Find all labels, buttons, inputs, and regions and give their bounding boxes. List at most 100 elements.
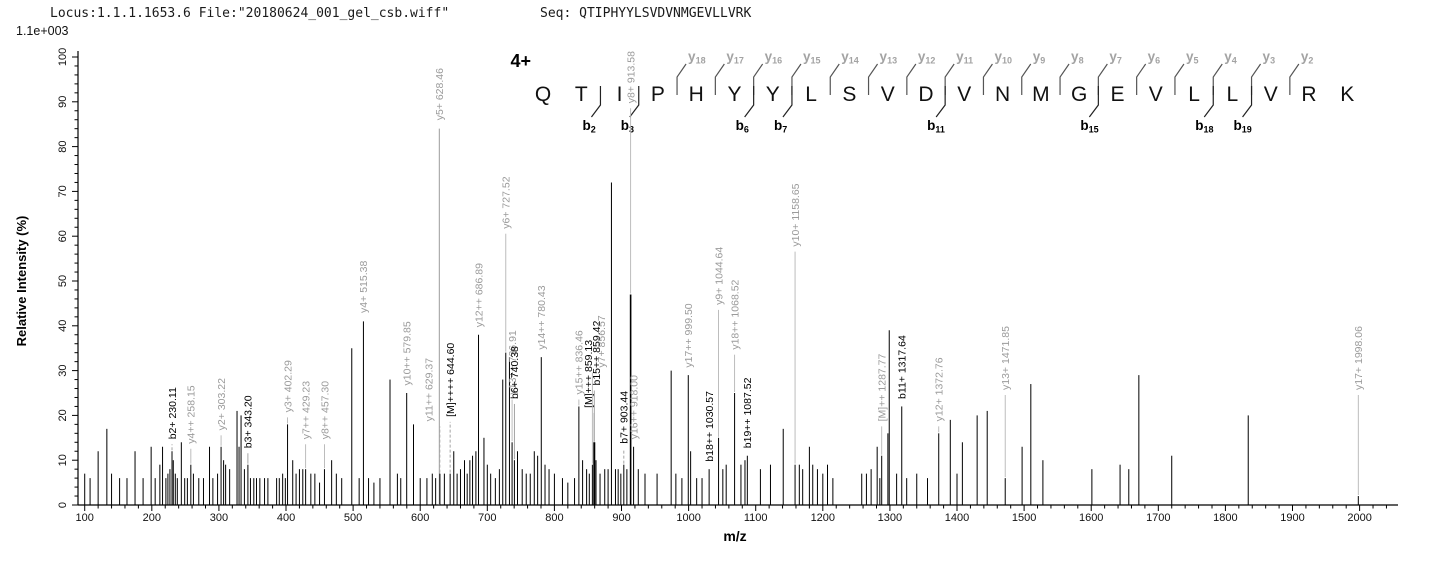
x-tick-label: 300 [210, 512, 228, 524]
y-ion-sequence-label: y7 [1109, 49, 1122, 66]
x-tick-label: 600 [411, 512, 429, 524]
x-tick-label: 2000 [1347, 512, 1371, 524]
sequence-residue: D [918, 83, 933, 106]
y-ion-cleavage-mark [867, 63, 879, 95]
y-tick-label: 60 [57, 230, 69, 242]
y-tick-label: 20 [57, 409, 69, 421]
peak-label: b3+ 343.20 [243, 395, 255, 448]
x-tick-label: 400 [277, 512, 295, 524]
precursor-charge-label: 4+ [510, 51, 531, 71]
peak-label: y5+ 628.46 [434, 68, 446, 120]
b-ion-cleavage-mark [1242, 86, 1253, 118]
x-axis-title: m/z [723, 528, 746, 544]
x-tick-label: 100 [76, 512, 94, 524]
b-ion-cleavage-mark [744, 86, 755, 118]
b-ion-sequence-label: b2 [582, 118, 595, 135]
y-tick-label: 80 [57, 140, 69, 152]
x-tick-label: 1200 [811, 512, 835, 524]
peak-label: y9+ 1044.64 [713, 247, 725, 305]
peak-label: y8++ 457.30 [319, 381, 331, 440]
x-tick-label: 1300 [878, 512, 902, 524]
y-ion-sequence-label: y2 [1301, 49, 1314, 66]
sequence-residue: H [689, 83, 704, 106]
y-ion-sequence-label: y11 [956, 49, 973, 66]
sequence-residue: V [1264, 83, 1278, 106]
y-tick-label: 40 [57, 320, 69, 332]
y-ion-sequence-label: y9 [1033, 49, 1046, 66]
peak-label: y12++ 686.89 [473, 263, 485, 327]
y-tick-label: 90 [57, 96, 69, 108]
x-tick-label: 1100 [744, 512, 768, 524]
y-ion-sequence-label: y10 [994, 49, 1012, 66]
y-ion-cleavage-mark [1136, 63, 1147, 95]
sequence-residue: I [617, 83, 623, 106]
peak-label: y13+ 1471.85 [1000, 326, 1012, 390]
peak-label: y17++ 999.50 [683, 303, 695, 367]
y-ion-cleavage-mark [791, 63, 802, 95]
sequence-residue: T [575, 83, 588, 106]
peak-label: y6+ 727.52 [501, 176, 513, 228]
y-ion-sequence-label: y6 [1148, 49, 1161, 66]
peak-label: [M]++++ 644.60 [445, 343, 457, 417]
sequence-residue: N [995, 83, 1010, 106]
y-ion-cleavage-mark [1097, 63, 1108, 95]
peak-label: y8+ 913.58 [625, 51, 637, 103]
y-ion-cleavage-mark [829, 63, 840, 95]
y-ion-sequence-label: y15 [803, 49, 821, 66]
y-axis-title: Relative Intensity (%) [14, 216, 29, 347]
locus-file-label: Locus:1.1.1.1653.6 File:"20180624_001_ge… [50, 6, 450, 21]
peak-label: b7+ 903.44 [619, 391, 631, 444]
peak-label: y11++ 629.37 [424, 358, 436, 422]
b-ion-cleavage-mark [935, 86, 946, 118]
y-tick-label: 10 [57, 454, 69, 466]
x-tick-label: 1500 [1012, 512, 1036, 524]
peak-label: y4+ 515.38 [358, 261, 370, 313]
b-ion-sequence-label: b19 [1234, 118, 1252, 135]
y-ion-sequence-label: y8 [1071, 49, 1084, 66]
y-ion-sequence-label: y3 [1263, 49, 1276, 66]
x-tick-label: 1600 [1079, 512, 1103, 524]
peak-label: y12+ 1372.76 [934, 357, 946, 421]
sequence-residue: V [957, 83, 971, 106]
y-ion-cleavage-mark [1021, 63, 1032, 95]
b-ion-sequence-label: b6 [736, 118, 749, 135]
sequence-label: Seq: QTIPHYYLSVDVNMGEVLLVRK [540, 6, 752, 21]
y-ion-cleavage-mark [714, 63, 725, 95]
header-bar: Locus:1.1.1.1653.6 File:"20180624_001_ge… [0, 6, 1436, 24]
y-tick-label: 30 [57, 364, 69, 376]
y-ion-sequence-label: y5 [1186, 49, 1199, 66]
sequence-residue: R [1301, 83, 1316, 106]
peak-label: b11+ 1317.64 [897, 335, 909, 399]
sequence-residue: K [1340, 83, 1354, 106]
base-peak-intensity-label: 1.1e+003 [16, 24, 69, 38]
y-ion-cleavage-mark [1289, 63, 1300, 95]
b-ion-cleavage-mark [782, 86, 793, 118]
sequence-residue: G [1071, 83, 1087, 106]
peak-label: y13++ 736.91 [507, 330, 519, 394]
peak-label: b19++ 1087.52 [742, 377, 754, 448]
peak-label: y7+ 856.57 [596, 315, 608, 367]
sequence-residue: L [1227, 83, 1239, 106]
b-ion-cleavage-mark [629, 86, 640, 118]
b-ion-cleavage-mark [1088, 86, 1099, 118]
b-ion-sequence-label: b7 [774, 118, 787, 135]
peak-label: y14++ 780.43 [536, 285, 548, 349]
peak-label: y16++ 918.00 [628, 375, 640, 439]
peak-label: b18++ 1030.57 [704, 391, 716, 462]
y-ion-cleavage-mark [982, 63, 993, 95]
y-ion-cleavage-mark [906, 63, 917, 95]
x-tick-label: 1000 [676, 512, 700, 524]
peak-label: b2+ 230.11 [167, 387, 179, 439]
peak-label: y10++ 579.85 [401, 321, 413, 385]
peak-label: y15++ 836.46 [574, 330, 586, 394]
peak-label: b6+ 740.38 [509, 346, 521, 399]
peak-label: y4++ 258.15 [186, 385, 198, 444]
sequence-residue: V [881, 83, 895, 106]
peak-label: y7++ 429.23 [300, 381, 312, 440]
sequence-residue: L [1188, 83, 1200, 106]
peak-label: y18++ 1068.52 [729, 279, 741, 349]
x-tick-label: 1800 [1213, 512, 1237, 524]
x-tick-label: 700 [478, 512, 496, 524]
b-ion-cleavage-mark [1203, 86, 1214, 118]
y-ion-sequence-label: y13 [880, 49, 898, 66]
